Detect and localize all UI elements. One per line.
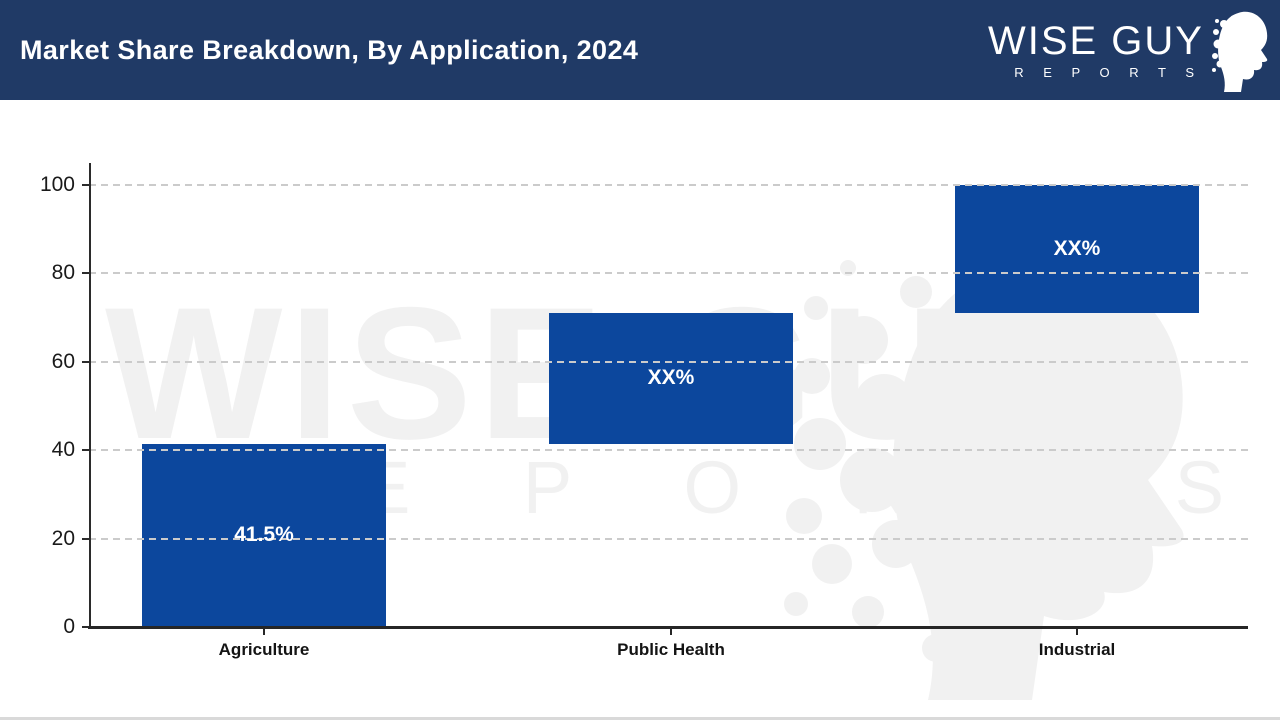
watermark-head-icon [784, 258, 1184, 700]
x-tick-3 [1076, 628, 1078, 635]
bar-value-label: XX% [1053, 237, 1101, 261]
y-tick-label: 40 [51, 438, 75, 462]
y-axis [89, 163, 91, 629]
bottom-rule [0, 717, 1280, 720]
logo-wordmark: WISE GUY [987, 19, 1204, 63]
chart-area: WISE GUY R E P O R T S 41.5% XX% XX% 0 20 40 6… [0, 100, 1280, 718]
y-tick-label: 100 [39, 173, 75, 196]
logo-subtitle: R E P O R T S [1014, 65, 1202, 80]
x-tick-1 [263, 628, 265, 635]
header-bar: Market Share Breakdown, By Application, … [0, 0, 1280, 100]
x-tick-2 [670, 628, 672, 635]
logo-head-icon [1212, 11, 1268, 92]
page-title: Market Share Breakdown, By Application, … [20, 34, 639, 65]
logo-text: WISE GUY R E P O R T S [988, 21, 1204, 79]
x-axis [88, 626, 1248, 629]
wiseguy-logo: WISE GUY R E P O R T S [988, 6, 1280, 94]
y-tick-label: 60 [51, 349, 75, 373]
bar-public-health [549, 313, 793, 444]
y-tick-100 [82, 184, 89, 186]
x-category-label: Public Health [617, 640, 725, 659]
y-tick-label: 0 [63, 615, 75, 638]
gridline-100 [89, 184, 1248, 186]
bar-value-label: XX% [647, 366, 695, 390]
x-category-label: Agriculture [218, 640, 310, 659]
gridline-40 [89, 449, 1248, 452]
y-tick-40 [82, 449, 89, 452]
bar-industrial [955, 185, 1199, 314]
y-tick-label: 20 [51, 526, 75, 550]
gridline-80 [89, 272, 1248, 275]
y-tick-20 [82, 537, 89, 540]
gridline-20 [89, 537, 1248, 540]
y-tick-60 [82, 360, 89, 363]
bar-value-label: 41.5% [234, 523, 294, 547]
gridline-60 [89, 360, 1248, 363]
y-tick-0 [82, 626, 89, 628]
x-category-label: Industrial [1038, 640, 1116, 659]
y-tick-80 [82, 272, 89, 275]
bar-agriculture [142, 443, 386, 627]
y-tick-label: 80 [51, 261, 75, 285]
